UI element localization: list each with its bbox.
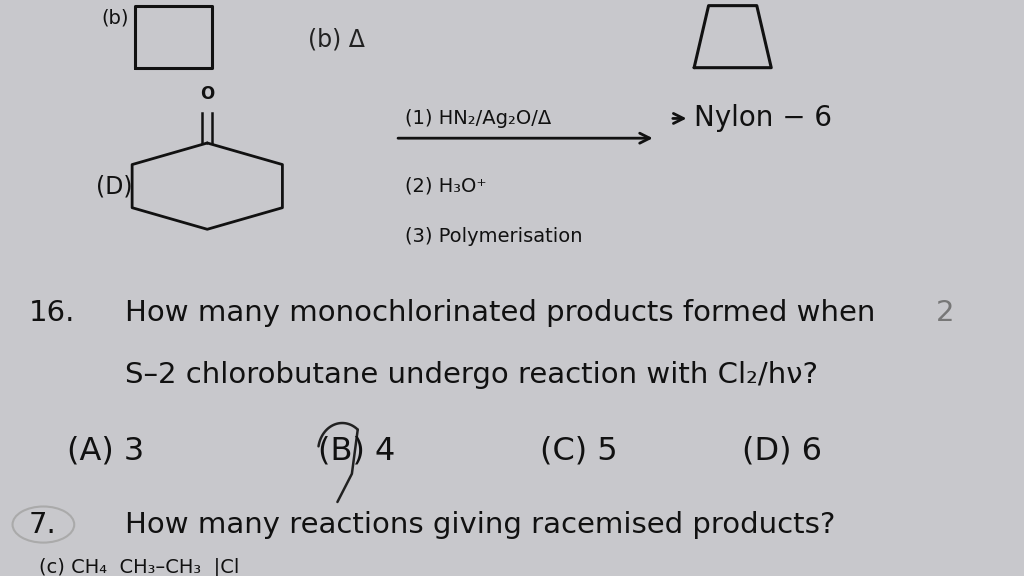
Text: (1) HN₂/Ag₂O/Δ: (1) HN₂/Ag₂O/Δ bbox=[404, 109, 551, 128]
Text: 2: 2 bbox=[936, 299, 954, 327]
Text: (B) 4: (B) 4 bbox=[318, 435, 395, 467]
Text: (c) CH₄  CH₃–CH₃  |Cl: (c) CH₄ CH₃–CH₃ |Cl bbox=[39, 557, 239, 576]
Text: 16.: 16. bbox=[29, 299, 76, 327]
Text: (A) 3: (A) 3 bbox=[68, 435, 144, 467]
Text: (2) H₃O⁺: (2) H₃O⁺ bbox=[404, 177, 486, 196]
Text: S–2 chlorobutane undergo reaction with Cl₂/hν?: S–2 chlorobutane undergo reaction with C… bbox=[125, 361, 818, 389]
Text: Nylon − 6: Nylon − 6 bbox=[694, 104, 833, 132]
Text: (C) 5: (C) 5 bbox=[540, 435, 617, 467]
Text: O: O bbox=[200, 85, 214, 104]
Text: (D): (D) bbox=[96, 174, 133, 198]
Text: (D) 6: (D) 6 bbox=[742, 435, 822, 467]
Text: How many reactions giving racemised products?: How many reactions giving racemised prod… bbox=[125, 510, 836, 539]
Text: (b): (b) bbox=[101, 9, 129, 28]
Text: (3) Polymerisation: (3) Polymerisation bbox=[404, 228, 583, 247]
Text: How many monochlorinated products formed when: How many monochlorinated products formed… bbox=[125, 299, 876, 327]
Text: 7.: 7. bbox=[29, 510, 56, 539]
Text: (b) Δ: (b) Δ bbox=[308, 28, 366, 51]
